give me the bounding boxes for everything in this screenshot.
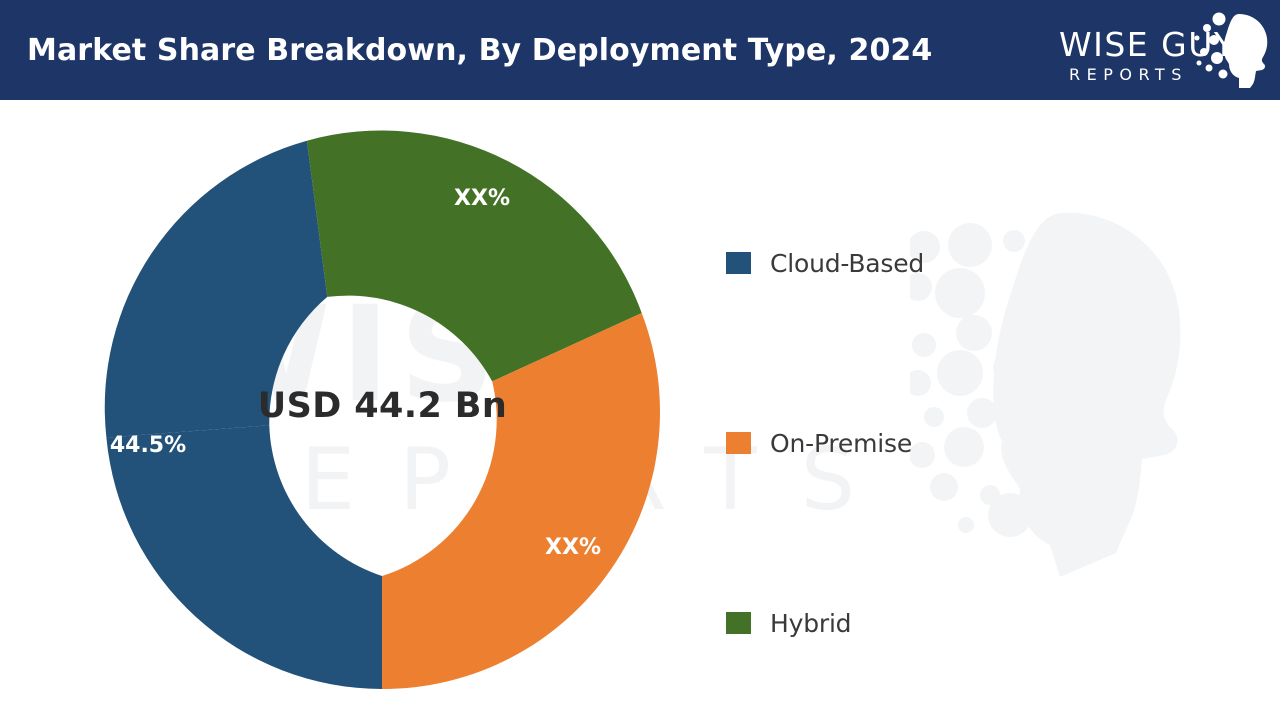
slice-label-cloud-based: 44.5% [110, 433, 186, 458]
legend-item-cloud-based[interactable]: Cloud-Based [726, 248, 986, 278]
donut-chart-svg: 44.5% XX% XX% [104, 130, 660, 690]
donut-slice-cloud-based[interactable] [106, 425, 383, 689]
legend-label-hybrid: Hybrid [770, 608, 852, 638]
legend-swatch-hybrid [726, 612, 751, 634]
slice-label-on-premise: XX% [545, 535, 601, 560]
svg-text:WISE GUY: WISE GUY [1059, 25, 1236, 64]
donut-slice-hybrid[interactable] [306, 130, 642, 382]
legend-item-hybrid[interactable]: Hybrid [726, 608, 986, 638]
slice-label-hybrid: XX% [454, 186, 510, 211]
page-title: Market Share Breakdown, By Deployment Ty… [27, 33, 933, 68]
legend-item-on-premise[interactable]: On-Premise [726, 428, 986, 458]
donut-slice-cloud-based-upper[interactable] [104, 140, 328, 438]
donut-center-label: USD 44.2 Bn [257, 386, 508, 426]
chart-legend: Cloud-Based On-Premise Hybrid [726, 248, 986, 638]
donut-chart: 44.5% XX% XX% USD 44.2 Bn [0, 100, 700, 720]
legend-swatch-on-premise [726, 432, 751, 454]
donut-slice-on-premise[interactable] [382, 313, 660, 690]
legend-label-cloud-based: Cloud-Based [770, 248, 925, 278]
header-bar: Market Share Breakdown, By Deployment Ty… [0, 0, 1280, 100]
wise-guy-reports-logo: WISE GUY REPORTS [1057, 8, 1272, 92]
legend-label-on-premise: On-Premise [770, 428, 912, 458]
svg-text:REPORTS: REPORTS [1069, 65, 1188, 84]
legend-swatch-cloud-based [726, 252, 751, 274]
